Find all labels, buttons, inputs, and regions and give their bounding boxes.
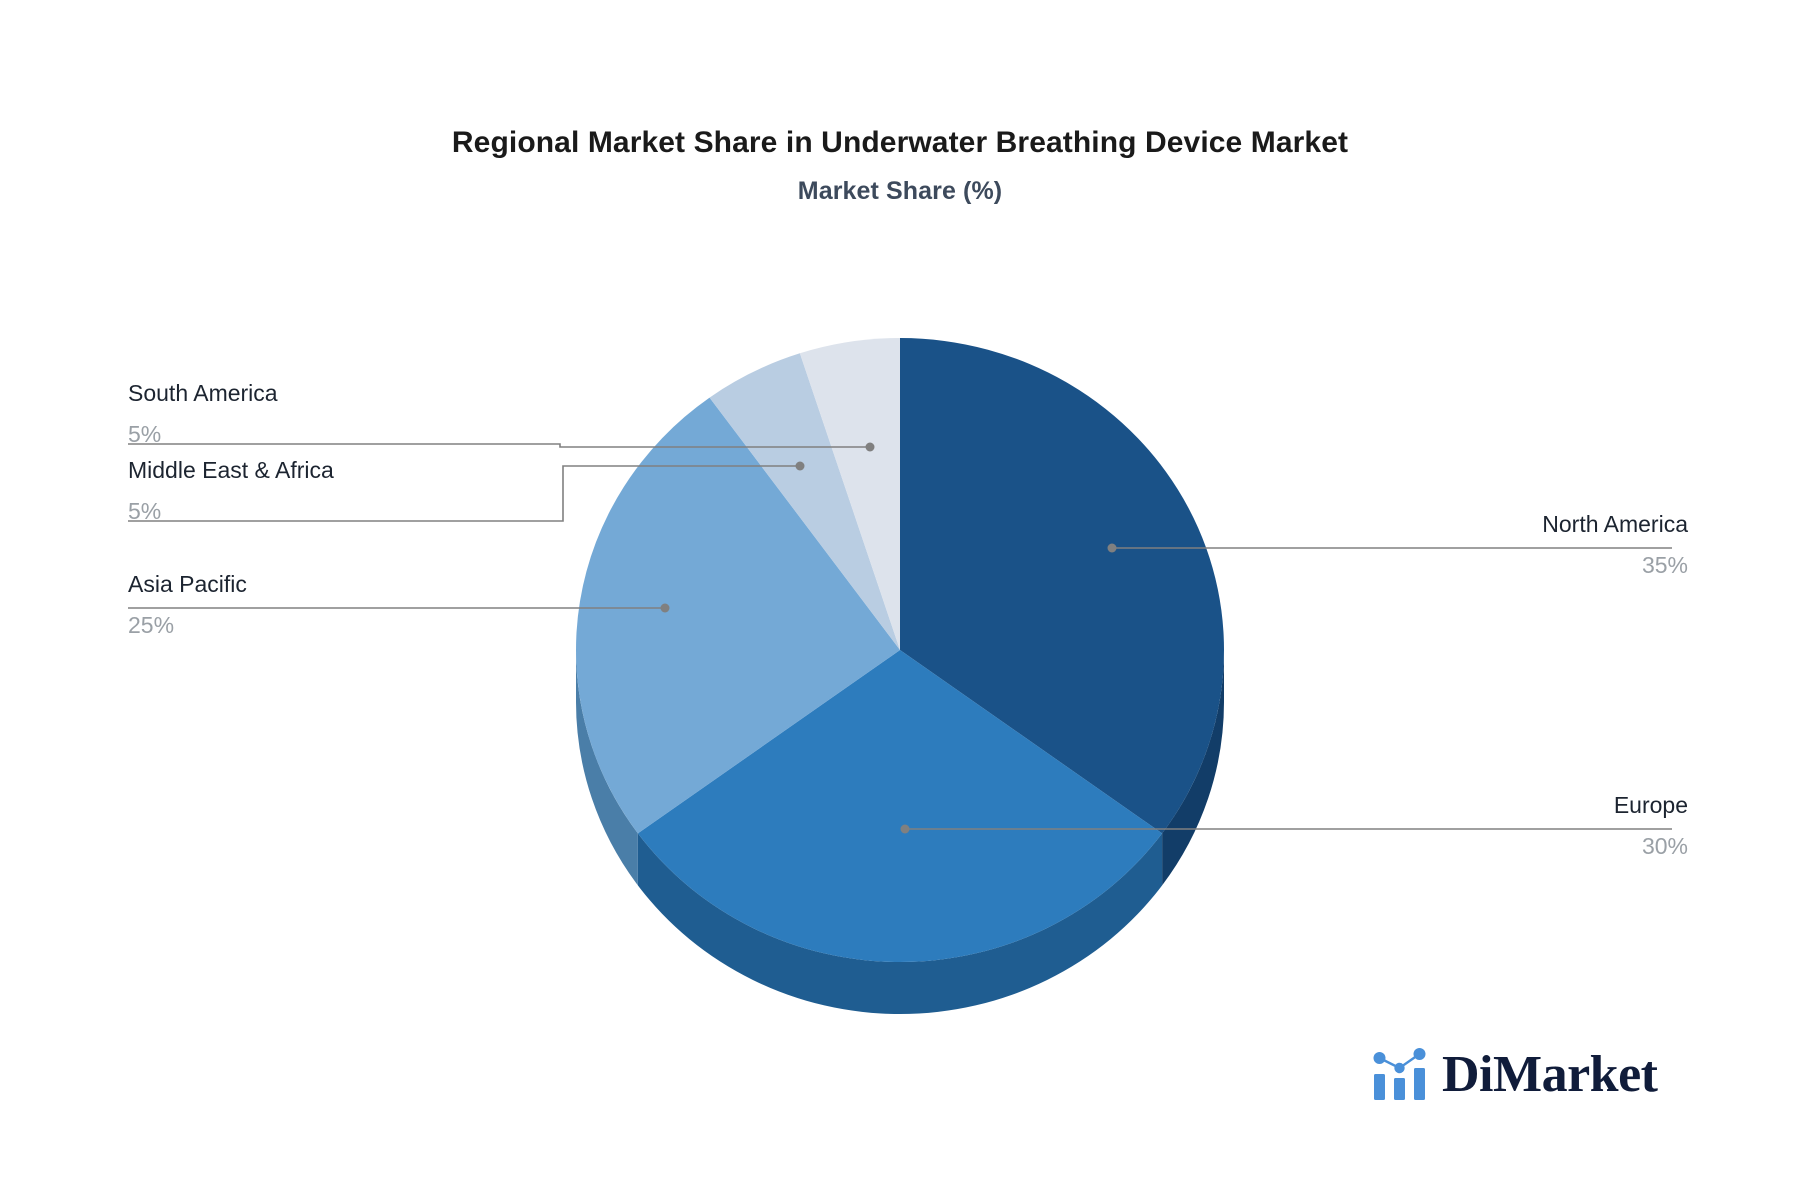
- chart-subtitle: Market Share (%): [797, 176, 1003, 205]
- pie-slice-side-north-america: [1162, 650, 1224, 886]
- bar-chart-logo-icon: [1373, 1048, 1426, 1100]
- pie-label-north-america: North America 35%: [1542, 513, 1688, 577]
- pie-label-south-america: South America 5%: [128, 382, 278, 446]
- pie-slice-south-america[interactable]: [799, 338, 900, 650]
- pie-label-north-america-value: 35%: [1641, 552, 1688, 578]
- leader-line-south-america: [128, 443, 870, 448]
- pie-slice-europe[interactable]: [637, 650, 1163, 963]
- pie-slice-asia-pacific[interactable]: [576, 397, 900, 834]
- dimarket-logo: DiMarket: [1372, 1045, 1658, 1105]
- pie-slice-north-america[interactable]: [900, 338, 1224, 834]
- pie-slice-side-europe: [637, 833, 1163, 1014]
- pie-depth-3d: [576, 650, 1224, 1014]
- pie-slices: [576, 338, 1224, 963]
- pie-label-north-america-name: North America: [1542, 511, 1688, 537]
- leader-lines: [128, 442, 1672, 834]
- pie-slice-middle-east-africa[interactable]: [709, 353, 900, 650]
- pie-label-asia-pacific-value: 25%: [128, 612, 175, 638]
- leader-dot-middle-east-africa: [795, 461, 805, 471]
- leader-dot-south-america: [865, 442, 875, 452]
- leader-dot-europe: [900, 824, 910, 834]
- pie-label-south-america-value: 5%: [128, 421, 162, 447]
- dimarket-logo-text: DiMarket: [1442, 1046, 1658, 1103]
- leader-dot-asia-pacific: [660, 603, 670, 613]
- pie-label-asia-pacific: Asia Pacific 25%: [128, 573, 247, 637]
- leader-dot-north-america: [1107, 543, 1117, 553]
- pie-label-europe-value: 30%: [1641, 833, 1688, 859]
- leader-line-middle-east-africa: [128, 465, 800, 522]
- pie-label-middle-east-africa-value: 5%: [128, 498, 162, 524]
- pie-label-asia-pacific-name: Asia Pacific: [128, 571, 247, 597]
- pie-label-middle-east-africa: Middle East & Africa 5%: [128, 459, 334, 523]
- chart-title: Regional Market Share in Underwater Brea…: [451, 126, 1349, 159]
- pie-slice-side-asia-pacific: [576, 650, 638, 886]
- pie-label-middle-east-africa-name: Middle East & Africa: [128, 457, 334, 483]
- pie-label-south-america-name: South America: [128, 380, 278, 406]
- pie-label-europe-name: Europe: [1613, 792, 1688, 818]
- title-block: Regional Market Share in Underwater Brea…: [0, 126, 1800, 206]
- pie-label-europe: Europe 30%: [1614, 794, 1688, 858]
